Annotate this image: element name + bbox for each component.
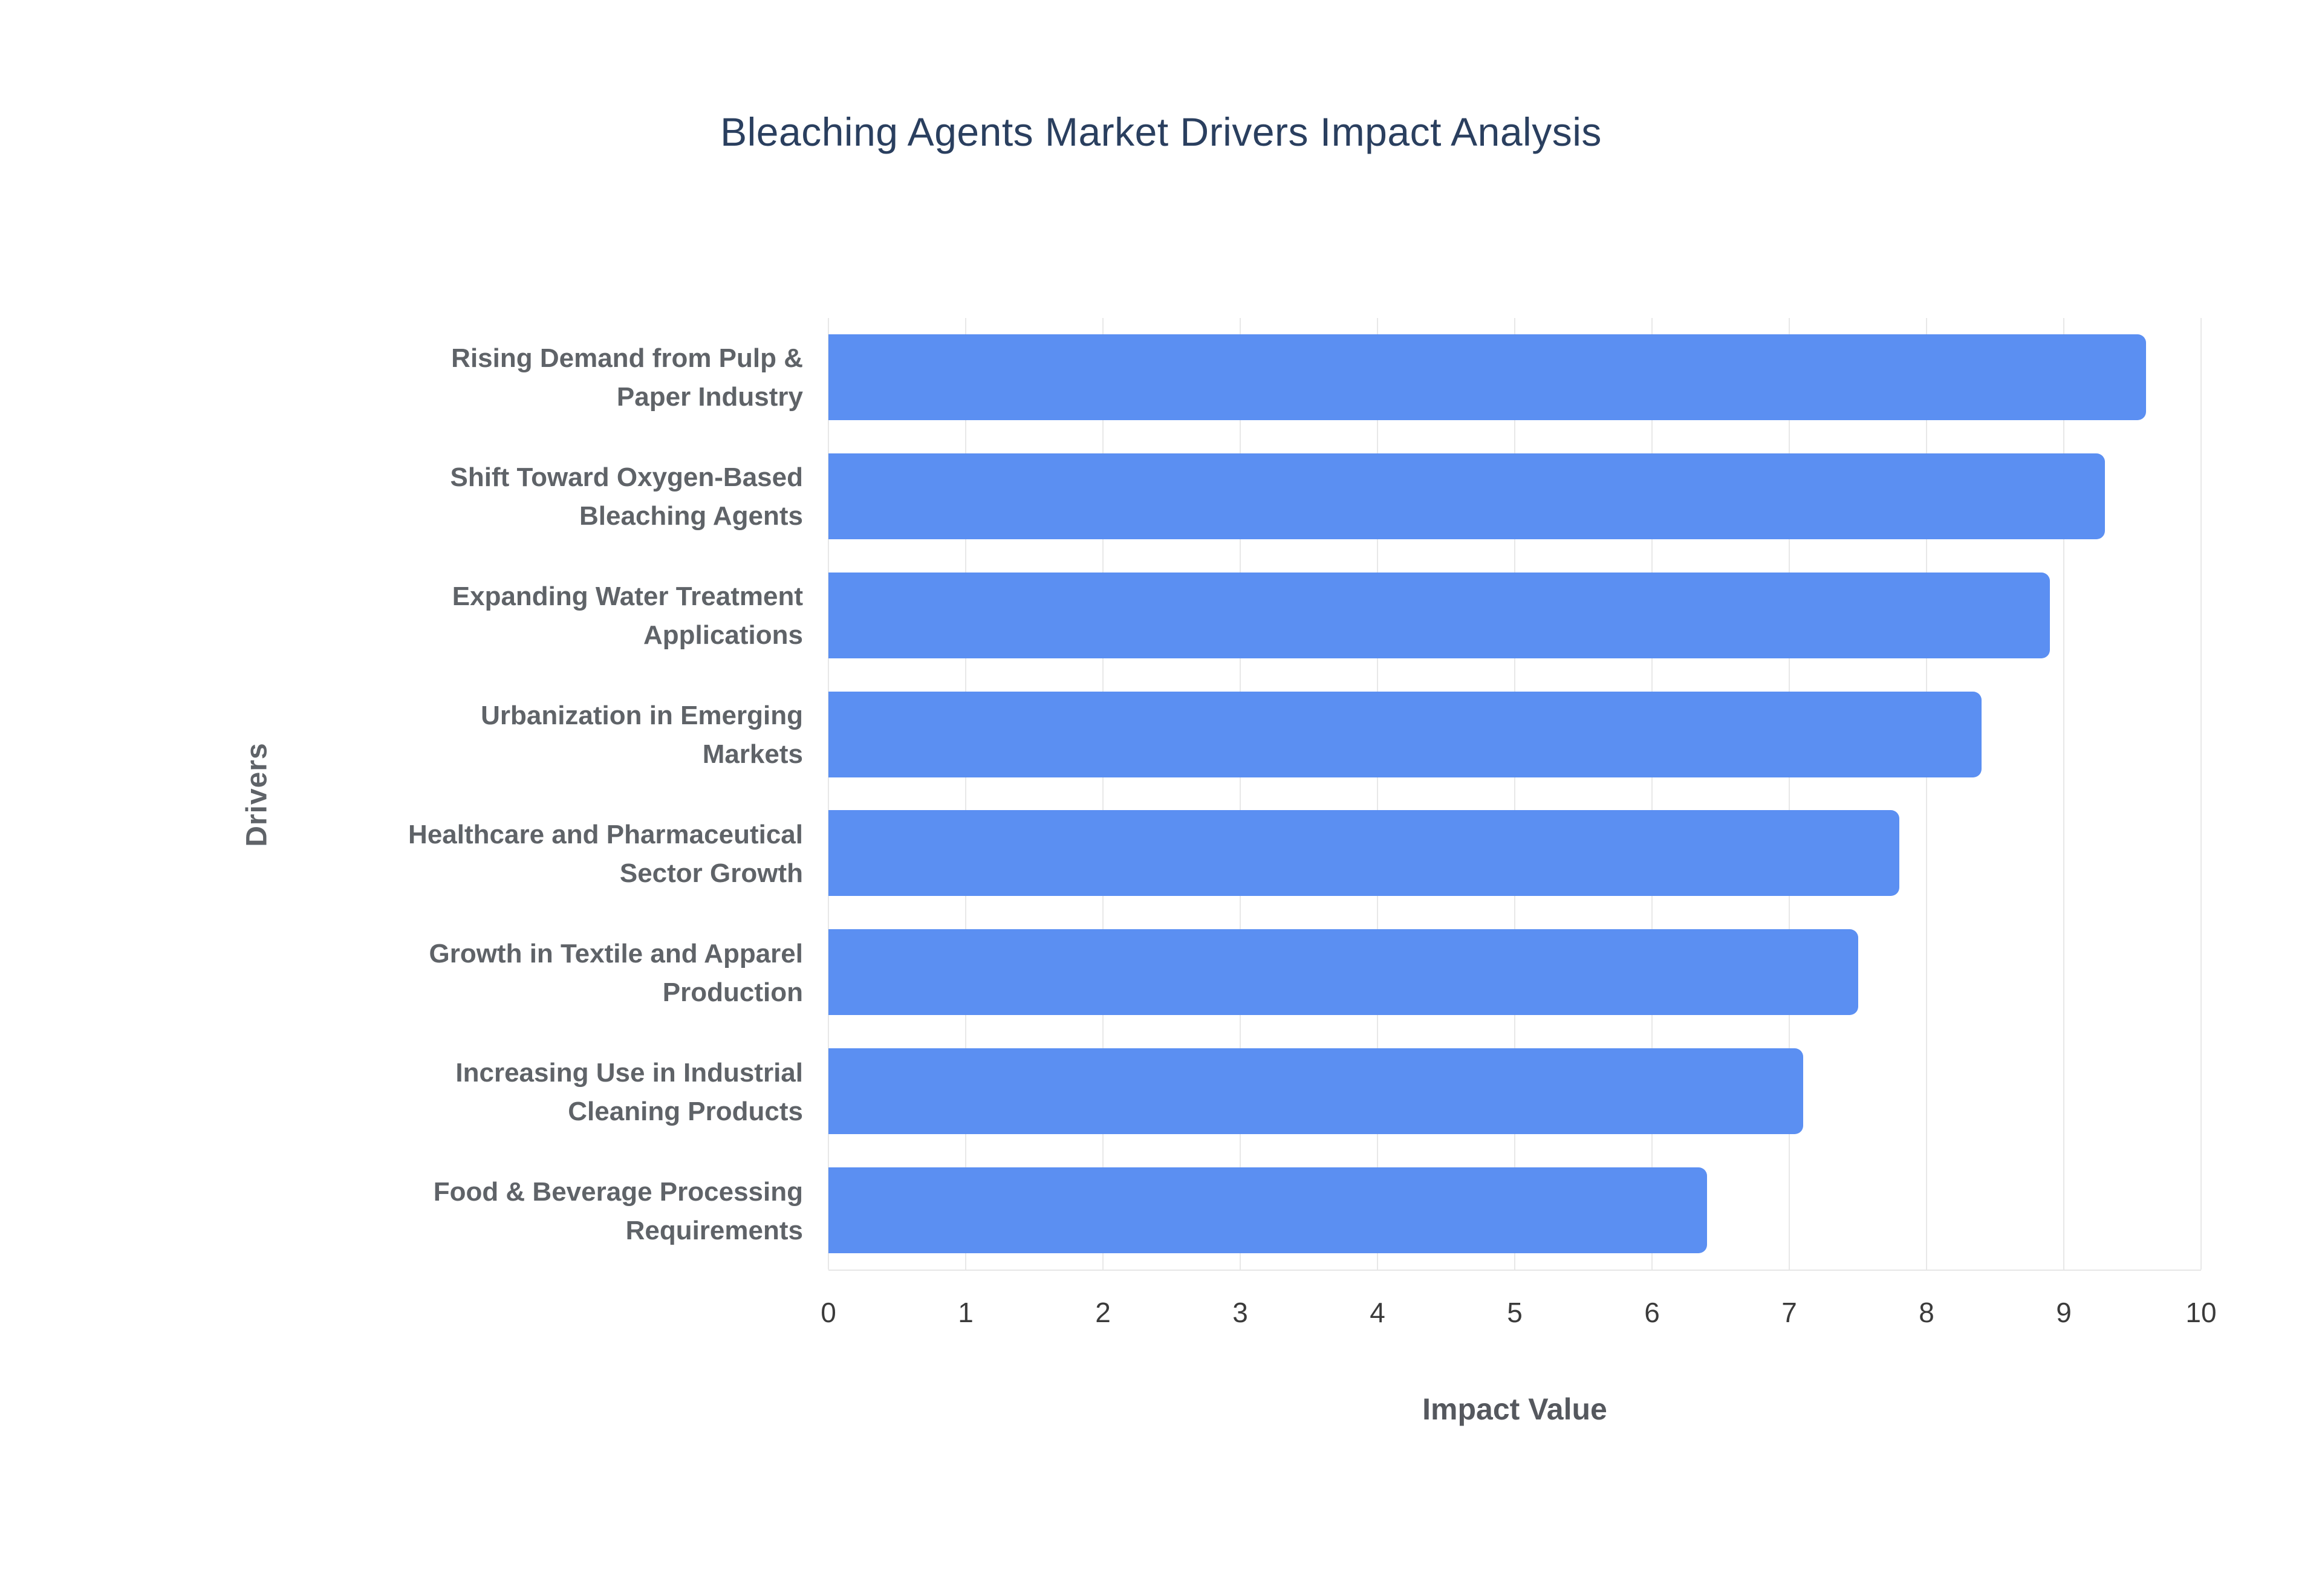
bar xyxy=(828,572,2050,658)
x-axis-ticks: 0 1 2 3 4 5 6 7 8 9 10 xyxy=(821,1271,2216,1337)
plot-area xyxy=(828,318,2202,1271)
category-label-row: Food & Beverage Processing Requirements xyxy=(296,1152,803,1271)
bar xyxy=(828,929,1858,1016)
category-label: Expanding Water Treatment Applications xyxy=(452,581,803,650)
gridline xyxy=(1377,318,1378,1270)
gridline xyxy=(1651,318,1653,1270)
x-axis-title-row: Impact Value xyxy=(218,1337,2322,1427)
x-tick-label: 7 xyxy=(1781,1297,1797,1328)
bar-row xyxy=(828,675,2201,794)
gridline xyxy=(1789,318,1790,1270)
category-label: Growth in Textile and Apparel Production xyxy=(429,938,803,1007)
x-tick-label: 5 xyxy=(1507,1297,1523,1328)
bar-row xyxy=(828,318,2201,437)
category-label-row: Urbanization in Emerging Markets xyxy=(296,675,803,794)
x-axis: 0 1 2 3 4 5 6 7 8 9 10 xyxy=(218,1271,2322,1337)
gridline xyxy=(965,318,966,1270)
bar xyxy=(828,810,1899,897)
x-tick-label: 4 xyxy=(1370,1297,1385,1328)
gridline xyxy=(1240,318,1241,1270)
x-tick-label: 1 xyxy=(958,1297,974,1328)
chart-figure: Bleaching Agents Market Drivers Impact A… xyxy=(0,109,2322,1596)
category-label: Rising Demand from Pulp & Paper Industry xyxy=(451,343,803,412)
bar xyxy=(828,691,1982,777)
category-label: Healthcare and Pharmaceutical Sector Grow… xyxy=(408,819,803,888)
category-label: Shift Toward Oxygen-Based Bleaching Agent… xyxy=(450,462,804,531)
bar-row xyxy=(828,913,2201,1032)
gridlines xyxy=(828,318,2202,1270)
bar-row xyxy=(828,794,2201,913)
bar xyxy=(828,334,2147,421)
bar-row xyxy=(828,1032,2201,1151)
bar-series xyxy=(828,318,2201,1270)
x-tick-label: 6 xyxy=(1644,1297,1660,1328)
chart-title: Bleaching Agents Market Drivers Impact A… xyxy=(720,109,1602,154)
bar-row xyxy=(828,437,2201,556)
x-tick-label: 9 xyxy=(2056,1297,2072,1328)
category-label-row: Healthcare and Pharmaceutical Sector Grow… xyxy=(296,794,803,913)
category-label-row: Rising Demand from Pulp & Paper Industry xyxy=(296,318,803,437)
axis-spacer xyxy=(218,1337,828,1427)
category-label-row: Shift Toward Oxygen-Based Bleaching Agent… xyxy=(296,437,804,556)
gridline xyxy=(1926,318,1927,1270)
y-axis-category-labels: Rising Demand from Pulp & Paper Industry S… xyxy=(296,318,828,1271)
x-tick-label: 2 xyxy=(1095,1297,1111,1328)
bar xyxy=(828,453,2106,540)
x-tick-label: 10 xyxy=(2185,1297,2217,1328)
category-label: Urbanization in Emerging Markets xyxy=(481,700,803,769)
bar-row xyxy=(828,556,2201,675)
gridline xyxy=(1102,318,1104,1270)
gridline xyxy=(1514,318,1515,1270)
category-label-row: Increasing Use in Industrial Cleaning Pro… xyxy=(296,1033,803,1152)
x-tick-label: 0 xyxy=(821,1297,836,1328)
gridline xyxy=(828,318,829,1270)
gridline xyxy=(2200,318,2202,1270)
y-axis-title: Drivers xyxy=(241,742,273,847)
bar xyxy=(828,1048,1803,1134)
x-axis-title: Impact Value xyxy=(1422,1392,1607,1426)
y-axis-title-column: Drivers xyxy=(218,318,296,1271)
bar xyxy=(828,1167,1707,1253)
category-label: Food & Beverage Processing Requirements xyxy=(433,1176,803,1245)
x-tick-label: 8 xyxy=(1919,1297,1934,1328)
axis-spacer xyxy=(218,1271,828,1337)
category-label: Increasing Use in Industrial Cleaning Pro… xyxy=(455,1057,803,1126)
plot-region: Drivers Rising Demand from Pulp & Paper I… xyxy=(218,318,2322,1271)
category-label-row: Growth in Textile and Apparel Production xyxy=(296,913,803,1033)
x-tick-label: 3 xyxy=(1232,1297,1248,1328)
category-label-row: Expanding Water Treatment Applications xyxy=(296,556,803,675)
bar-row xyxy=(828,1150,2201,1270)
gridline xyxy=(2063,318,2064,1270)
